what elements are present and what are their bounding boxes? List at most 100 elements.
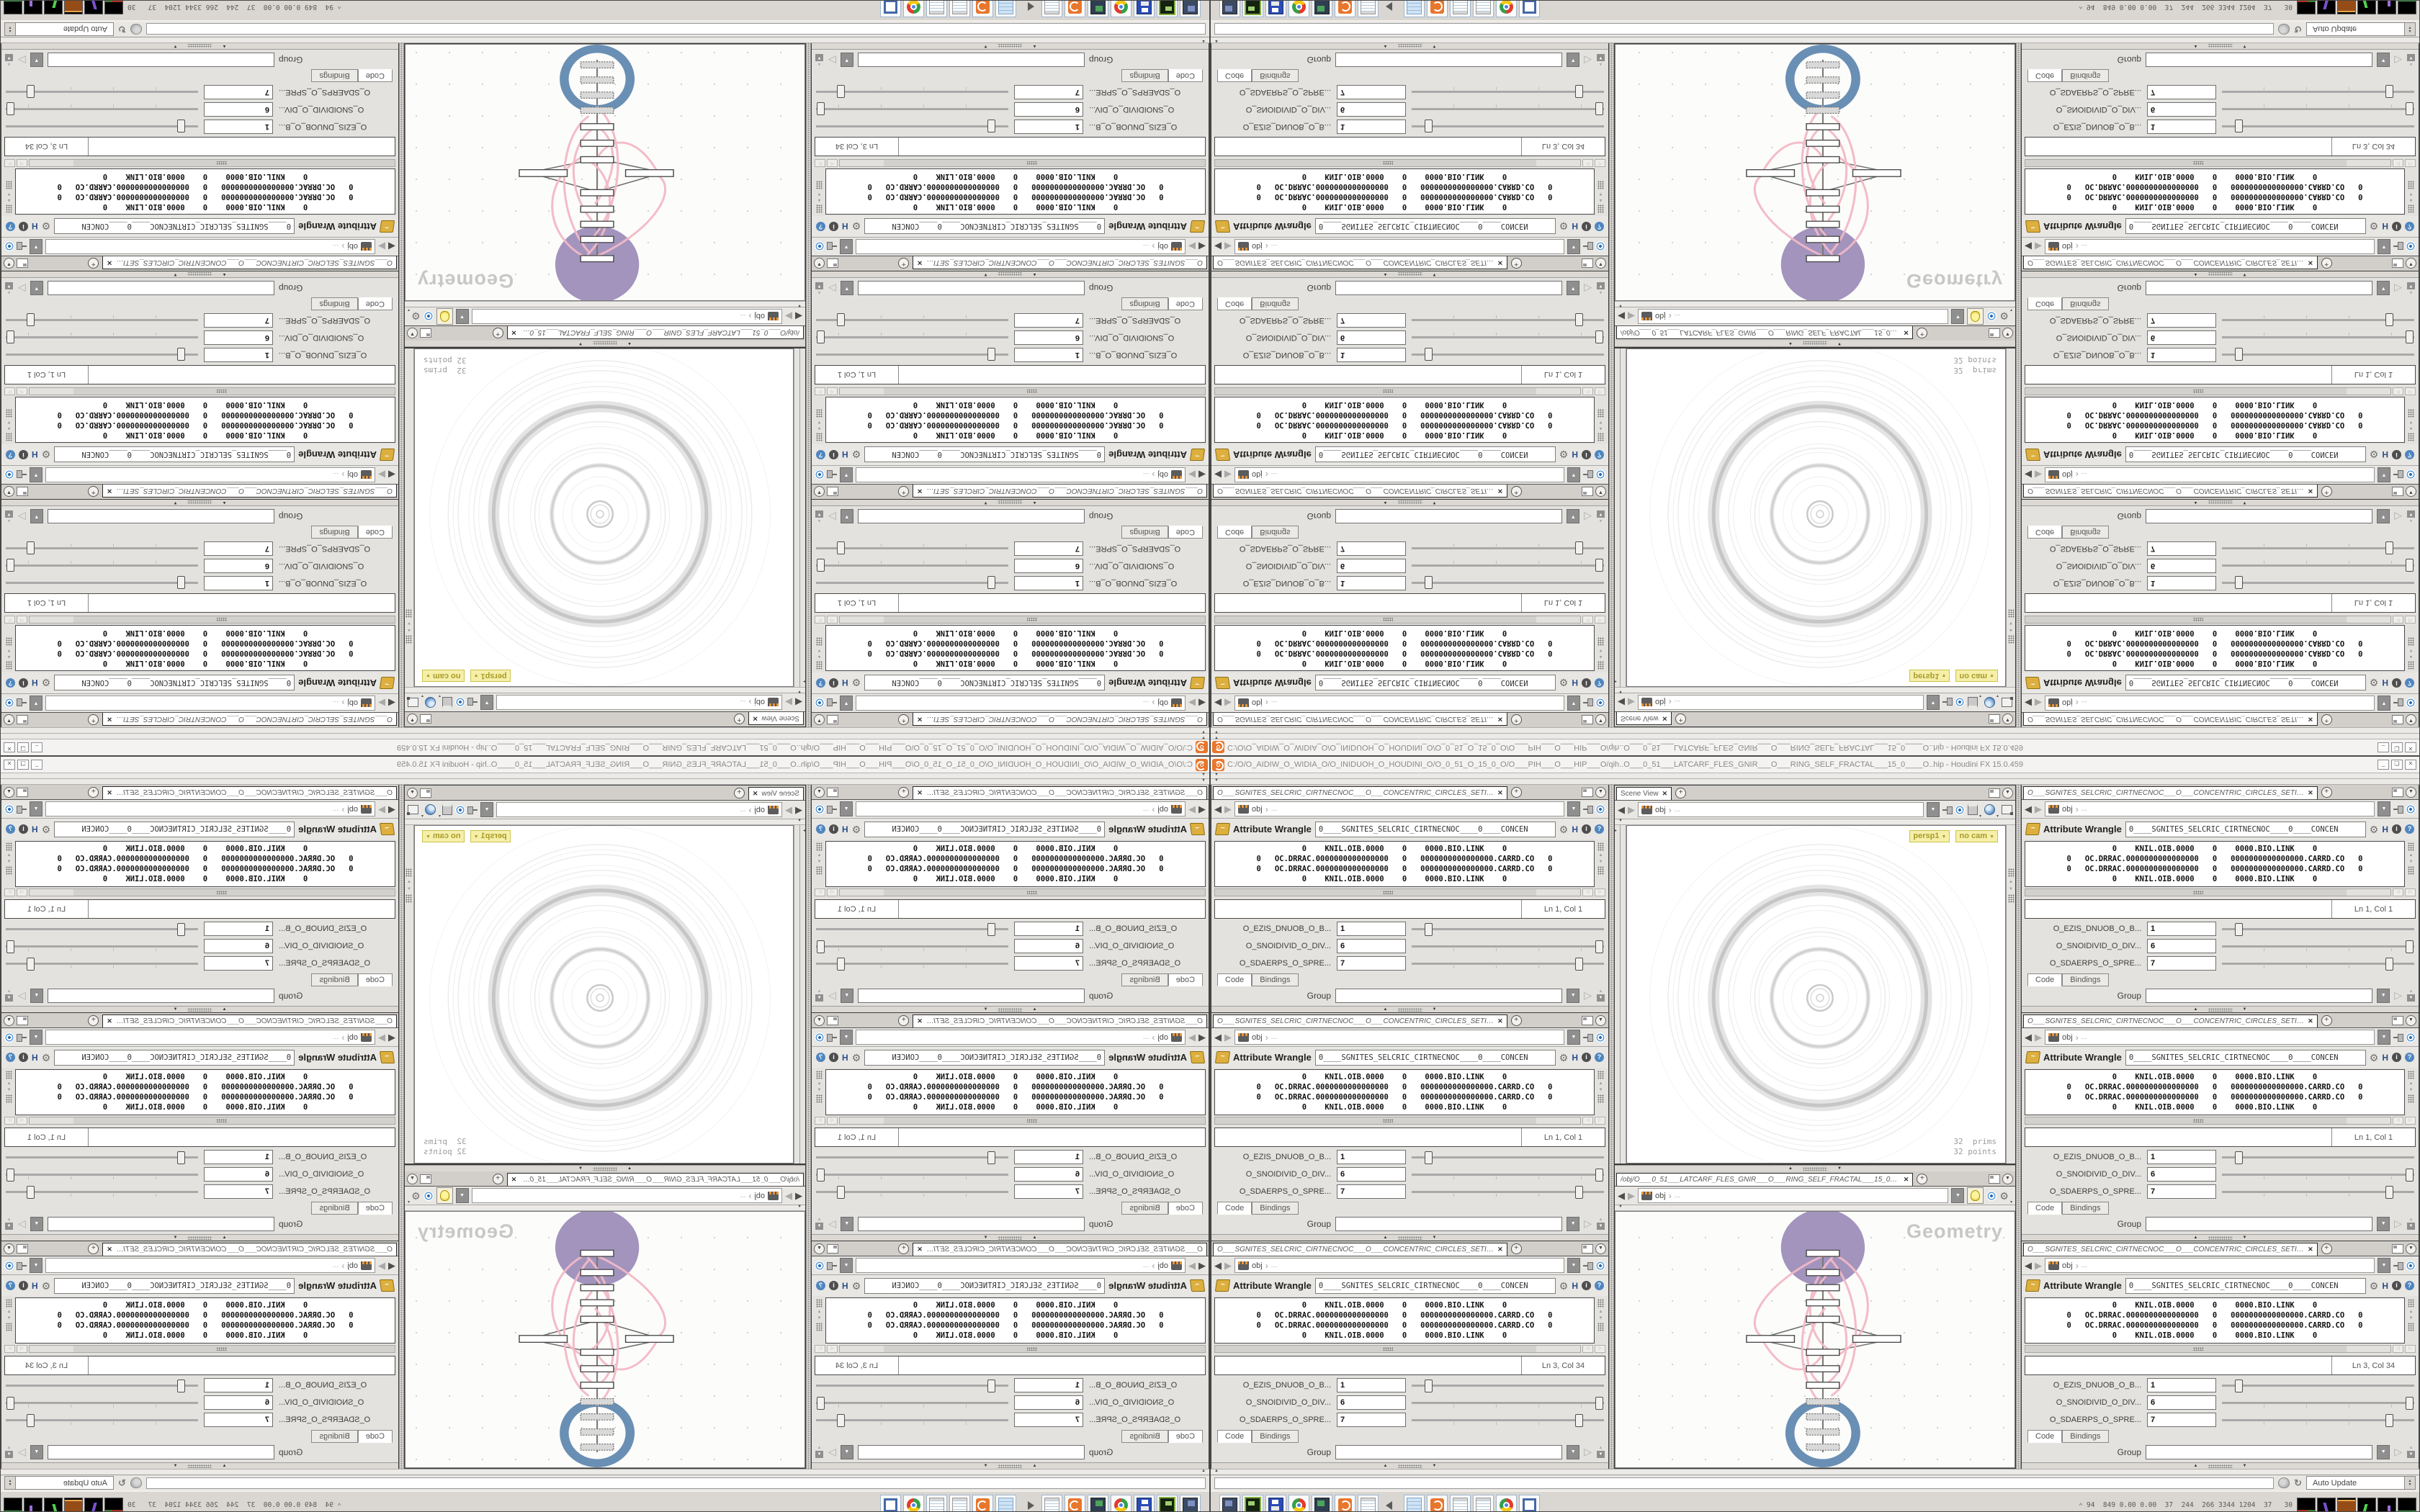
select-rect-icon[interactable]: [2002, 805, 2013, 815]
group-select-arrow-icon[interactable]: ▷: [1584, 1218, 1592, 1229]
pin-icon[interactable]: [1942, 805, 1953, 814]
taskbar-item-notepad[interactable]: [949, 0, 970, 17]
breadcrumb[interactable]: obj › ...: [496, 802, 782, 817]
pane-menu-icon[interactable]: ▼: [1595, 787, 1606, 798]
taskbar-item-console[interactable]: [1242, 1495, 1263, 1511]
pin-icon[interactable]: [468, 698, 478, 707]
pane-tab[interactable]: O___SGNITES_SELCRIC_CIRTNECNOC___O___CON…: [913, 256, 1207, 269]
nav-back-icon[interactable]: ◀: [1198, 241, 1206, 252]
nav-forward-icon[interactable]: ▶: [2035, 469, 2042, 480]
code-hscrollbar[interactable]: ◁ ▷: [4, 159, 395, 167]
collapsed-left-toolbar[interactable]: ▸: [1615, 348, 1621, 687]
code-scrollbar[interactable]: ▲ ▼: [2406, 1069, 2416, 1115]
radial-menu-icon[interactable]: [1986, 1190, 1997, 1201]
snippet-field[interactable]: Ln 1, Col 1: [1214, 365, 1605, 384]
pane-menu-icon[interactable]: ▼: [1595, 486, 1606, 497]
hscroll-left-icon[interactable]: ◁: [17, 1117, 27, 1125]
collapsed-shelf-strip[interactable]: ▼: [1211, 727, 2419, 734]
nav-back-icon[interactable]: ◀: [1214, 1032, 1222, 1043]
group-dropdown-button[interactable]: ▼: [30, 53, 43, 68]
pane-tab[interactable]: O___SGNITES_SELCRIC_CIRTNECNOC___O___CON…: [102, 713, 397, 726]
param-value-field[interactable]: 6: [1014, 559, 1083, 573]
pane-menu-icon[interactable]: ▼: [1595, 1015, 1606, 1026]
taskbar-item-notepad[interactable]: [1450, 0, 1471, 17]
radial-menu-icon[interactable]: [1954, 804, 1965, 815]
info-icon[interactable]: i: [19, 1053, 28, 1062]
group-select-arrow-icon[interactable]: ▷: [1584, 511, 1592, 523]
nav-forward-icon[interactable]: ▶: [1224, 241, 1232, 252]
path-dropdown-button[interactable]: ▼: [2378, 1258, 2390, 1273]
vex-code-editor[interactable]: 0 KNIL.OIB.0000 0 0000.BIO.LINK 0 0 OC.D…: [15, 625, 395, 671]
nav-forward-icon[interactable]: ▶: [1188, 804, 1196, 814]
code-scrollbar[interactable]: ▲ ▼: [1596, 397, 1605, 443]
code-hscrollbar[interactable]: ◁ ▷: [4, 1117, 395, 1125]
pane-maximize-icon[interactable]: [1582, 258, 1593, 268]
breadcrumb[interactable]: obj › ...: [1234, 801, 1564, 816]
param-slider[interactable]: [2222, 348, 2414, 361]
node-name-field[interactable]: 0____SGNITES_SELCRIC_CIRTNECNOC____0____…: [2125, 821, 2366, 837]
breadcrumb[interactable]: obj › ...: [856, 239, 1186, 254]
new-tab-button[interactable]: +: [2321, 486, 2332, 497]
snippet-field[interactable]: Ln 1, Col 1: [815, 365, 1206, 384]
radial-menu-icon[interactable]: [815, 1260, 825, 1271]
pane-splitter[interactable]: ▲ ▼: [812, 1234, 1209, 1241]
param-slider[interactable]: [816, 957, 1008, 971]
path-dropdown-button[interactable]: ▼: [840, 1030, 853, 1045]
collapsed-menu-strip[interactable]: ▼: [1, 773, 1209, 779]
help-icon[interactable]: ?: [816, 678, 825, 688]
node-name-field[interactable]: 0____SGNITES_SELCRIC_CIRTNECNOC____0____…: [54, 446, 295, 463]
param-value-field[interactable]: 1: [1014, 120, 1083, 134]
code-hscrollbar[interactable]: ◁ ▷: [2025, 159, 2416, 167]
tray-expand-icon[interactable]: ^: [337, 1501, 341, 1509]
info-icon[interactable]: i: [829, 824, 838, 834]
pane-maximize-icon[interactable]: [17, 1244, 28, 1254]
pane-menu-icon[interactable]: ▼: [407, 1174, 418, 1184]
tab-close-icon[interactable]: ✕: [1903, 1176, 1909, 1183]
houdini-help-icon[interactable]: H: [2382, 678, 2388, 688]
group-field[interactable]: [857, 1444, 1085, 1459]
pane-menu-icon[interactable]: ▼: [814, 714, 825, 725]
help-icon[interactable]: ?: [816, 824, 825, 834]
param-value-field[interactable]: 6: [1014, 1395, 1083, 1410]
pin-icon[interactable]: [828, 242, 837, 251]
param-value-field[interactable]: 7: [2147, 1184, 2216, 1199]
houdini-help-icon[interactable]: H: [842, 221, 848, 232]
gear-icon[interactable]: ⚙: [851, 449, 861, 461]
pane-splitter[interactable]: ▲ ▼: [1, 1006, 398, 1012]
radial-menu-icon[interactable]: [815, 469, 825, 480]
group-field[interactable]: [857, 988, 1085, 1003]
taskbar-item-display[interactable]: [1088, 0, 1108, 17]
tab-code[interactable]: Code: [357, 297, 393, 310]
group-select-arrow-icon[interactable]: ▷: [1584, 283, 1592, 294]
pane-splitter[interactable]: ▲ ▼: [1211, 1462, 1608, 1469]
group-select-arrow-icon[interactable]: ▷: [18, 511, 26, 523]
info-icon[interactable]: i: [1582, 1281, 1591, 1290]
tab-bindings[interactable]: Bindings: [311, 1430, 358, 1443]
radial-menu-icon[interactable]: [1595, 698, 1605, 708]
pane-tab[interactable]: O___SGNITES_SELCRIC_CIRTNECNOC___O___CON…: [2023, 786, 2318, 799]
param-slider[interactable]: [6, 1413, 198, 1427]
param-slider[interactable]: [1412, 1168, 1604, 1182]
gear-icon[interactable]: ⚙: [411, 1189, 421, 1202]
minimize-button[interactable]: _: [31, 742, 42, 752]
pane-menu-icon[interactable]: ▼: [407, 714, 418, 724]
radial-menu-icon[interactable]: [4, 1032, 14, 1043]
new-tab-button[interactable]: +: [88, 714, 99, 725]
pin-icon[interactable]: [828, 470, 837, 480]
param-value-field[interactable]: 1: [1014, 576, 1083, 590]
persp-camera-badge[interactable]: persp1 ▼: [1909, 830, 1950, 842]
param-value-field[interactable]: 1: [2147, 576, 2216, 590]
collapsed-playbar-strip[interactable]: ▲: [1, 37, 1209, 43]
param-slider[interactable]: [6, 541, 198, 555]
taskbar-item-notepad[interactable]: [1358, 1495, 1379, 1511]
tab-bindings[interactable]: Bindings: [1252, 1202, 1299, 1215]
hscroll-left-icon[interactable]: ◁: [2393, 616, 2403, 624]
pane-tab[interactable]: O___SGNITES_SELCRIC_CIRTNECNOC___O___CON…: [102, 1014, 397, 1027]
group-select-arrow-icon[interactable]: ▷: [828, 55, 836, 66]
nav-forward-icon[interactable]: ▶: [1188, 1032, 1196, 1043]
node-name-field[interactable]: 0____SGNITES_SELCRIC_CIRTNECNOC____0____…: [864, 446, 1106, 463]
hscroll-left-icon[interactable]: ◁: [827, 616, 838, 624]
code-hscrollbar[interactable]: ◁ ▷: [1214, 888, 1605, 896]
taskbar-item-notepad[interactable]: [949, 1495, 970, 1512]
radial-menu-icon[interactable]: [815, 241, 825, 252]
